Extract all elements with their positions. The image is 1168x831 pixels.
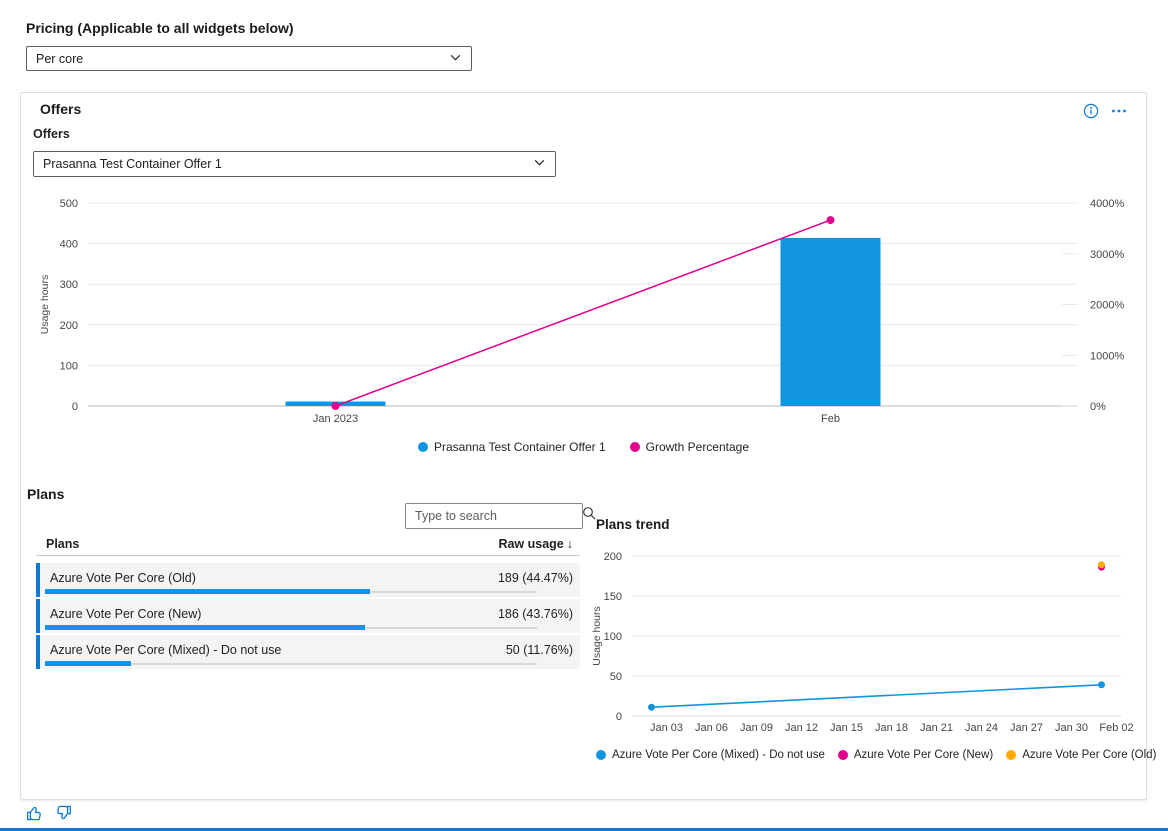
legend-dot-icon (417, 442, 428, 452)
offer-chart-legend: Prasanna Test Container Offer 1 Growth Pe… (20, 440, 1147, 454)
feedback-controls (26, 804, 72, 827)
usage-bar (45, 661, 537, 666)
svg-text:50: 50 (610, 671, 622, 683)
svg-text:Usage hours: Usage hours (591, 606, 603, 666)
svg-text:Jan 06: Jan 06 (695, 722, 728, 734)
svg-text:150: 150 (604, 591, 622, 603)
thumbs-up-icon[interactable] (26, 804, 44, 827)
svg-text:Jan 12: Jan 12 (785, 722, 818, 734)
plan-raw-usage: 189 (44.47%) (497, 571, 573, 585)
svg-text:Jan 2023: Jan 2023 (313, 413, 358, 425)
offer-usage-chart: 0 100 200 300 400 500 0% 1000% 2000% 3000% 4000% Us… (39, 198, 1124, 425)
plans-trend-title: Plans trend (596, 517, 670, 532)
legend-item: Prasanna Test Container Offer 1 (417, 440, 606, 454)
plans-table-body: Azure Vote Per Core (Old) 189 (44.47%) Azu… (36, 563, 580, 669)
svg-text:Usage hours: Usage hours (39, 275, 51, 335)
plans-search-input[interactable] (406, 509, 582, 523)
info-icon[interactable] (1083, 103, 1099, 124)
legend-label: Azure Vote Per Core (Old) (1022, 749, 1157, 761)
svg-text:100: 100 (60, 360, 78, 372)
plan-raw-usage: 50 (11.76%) (505, 643, 573, 657)
legend-item: Azure Vote Per Core (New) (837, 749, 994, 761)
svg-text:0: 0 (72, 401, 78, 413)
svg-text:300: 300 (60, 279, 78, 291)
plans-trend-legend: Azure Vote Per Core (Mixed) - Do not use… (596, 749, 1161, 761)
svg-text:Jan 18: Jan 18 (875, 722, 908, 734)
plan-name: Azure Vote Per Core (New) (50, 607, 202, 621)
table-row[interactable]: Azure Vote Per Core (Old) 189 (44.47%) (36, 563, 580, 597)
plans-section-title: Plans (27, 486, 65, 502)
svg-text:100: 100 (604, 631, 622, 643)
usage-bar (45, 625, 537, 630)
svg-text:200: 200 (60, 320, 78, 332)
svg-text:Jan 09: Jan 09 (740, 722, 773, 734)
svg-text:1000%: 1000% (1090, 350, 1124, 362)
svg-text:Jan 03: Jan 03 (650, 722, 683, 734)
legend-label: Azure Vote Per Core (New) (853, 749, 994, 761)
legend-label: Prasanna Test Container Offer 1 (433, 440, 606, 454)
plans-table: Plans Raw usage ↓ Azure Vote Per Core (Ol… (36, 534, 580, 671)
svg-text:400: 400 (60, 239, 78, 251)
card-actions (1083, 103, 1128, 124)
plans-trend-chart: 0 50 100 150 200 Usage hours Jan 03 Jan 06 Jan 0… (591, 551, 1134, 734)
plans-search[interactable] (405, 503, 596, 529)
offers-card (20, 92, 1147, 800)
pricing-dropdown-value: Per core (36, 51, 84, 66)
svg-text:3000%: 3000% (1090, 249, 1124, 261)
offers-dropdown-label: Offers (33, 127, 70, 141)
svg-text:Jan 15: Jan 15 (830, 722, 863, 734)
svg-text:Jan 21: Jan 21 (920, 722, 953, 734)
offers-dropdown-value: Prasanna Test Container Offer 1 (43, 157, 222, 171)
table-row[interactable]: Azure Vote Per Core (New) 186 (43.76%) (36, 599, 580, 633)
legend-item: Azure Vote Per Core (Mixed) - Do not use (596, 749, 825, 761)
svg-text:4000%: 4000% (1090, 198, 1124, 210)
raw-usage-label: Raw usage (498, 537, 564, 551)
plan-name: Azure Vote Per Core (Old) (50, 571, 196, 585)
sort-descending-icon: ↓ (566, 537, 573, 551)
svg-text:Jan 27: Jan 27 (1010, 722, 1043, 734)
pricing-dropdown[interactable]: Per core (26, 46, 472, 71)
usage-bar (45, 589, 537, 594)
more-options-icon[interactable] (1110, 103, 1128, 124)
search-icon (582, 506, 605, 526)
legend-label: Azure Vote Per Core (Mixed) - Do not use (612, 749, 825, 761)
svg-text:0%: 0% (1090, 401, 1106, 413)
raw-usage-sort-header[interactable]: Raw usage ↓ (498, 537, 573, 551)
offers-dropdown[interactable]: Prasanna Test Container Offer 1 (33, 151, 556, 177)
svg-text:Jan 30: Jan 30 (1055, 722, 1088, 734)
svg-text:Jan 24: Jan 24 (965, 722, 998, 734)
bottom-accent-bar (0, 828, 1168, 831)
chevron-down-icon (533, 156, 546, 172)
offers-card-title: Offers (40, 101, 82, 117)
legend-item: Azure Vote Per Core (Old) (1006, 749, 1156, 761)
legend-dot-icon (629, 442, 640, 452)
svg-text:Feb: Feb (821, 413, 840, 425)
plans-table-header: Plans Raw usage ↓ (36, 534, 580, 556)
svg-text:2000%: 2000% (1090, 300, 1124, 312)
legend-label: Growth Percentage (645, 440, 750, 454)
svg-text:200: 200 (604, 551, 622, 563)
thumbs-down-icon[interactable] (54, 804, 72, 827)
legend-item: Growth Percentage (629, 440, 750, 454)
svg-text:Feb 02: Feb 02 (1099, 722, 1133, 734)
pricing-section-label: Pricing (Applicable to all widgets below… (26, 20, 294, 36)
legend-dot-icon (1006, 750, 1017, 760)
svg-text:0: 0 (616, 711, 622, 723)
plan-raw-usage: 186 (43.76%) (497, 607, 573, 621)
legend-dot-icon (837, 750, 848, 760)
plans-column-header: Plans (46, 537, 80, 551)
table-row[interactable]: Azure Vote Per Core (Mixed) - Do not use… (36, 635, 580, 669)
legend-dot-icon (596, 750, 606, 760)
chevron-down-icon (449, 51, 462, 67)
svg-text:500: 500 (60, 198, 78, 210)
plan-name: Azure Vote Per Core (Mixed) - Do not use (50, 643, 282, 657)
